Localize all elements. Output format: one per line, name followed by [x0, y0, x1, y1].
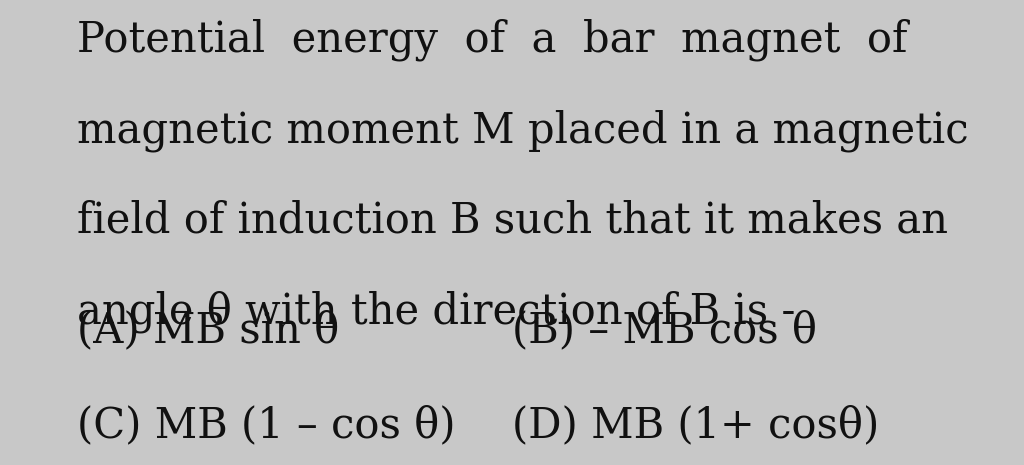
Text: field of induction B such that it makes an: field of induction B such that it makes …	[77, 200, 948, 242]
Text: Potential  energy  of  a  bar  magnet  of: Potential energy of a bar magnet of	[77, 19, 907, 61]
Text: magnetic moment M placed in a magnetic: magnetic moment M placed in a magnetic	[77, 109, 969, 152]
Text: (B) – MB cos θ: (B) – MB cos θ	[512, 309, 817, 351]
Text: (C) MB (1 – cos θ): (C) MB (1 – cos θ)	[77, 405, 456, 446]
Text: angle θ with the direction of B is -: angle θ with the direction of B is -	[77, 291, 796, 333]
Text: (D) MB (1+ cosθ): (D) MB (1+ cosθ)	[512, 405, 880, 446]
Text: (A) MB sin θ: (A) MB sin θ	[77, 309, 339, 351]
